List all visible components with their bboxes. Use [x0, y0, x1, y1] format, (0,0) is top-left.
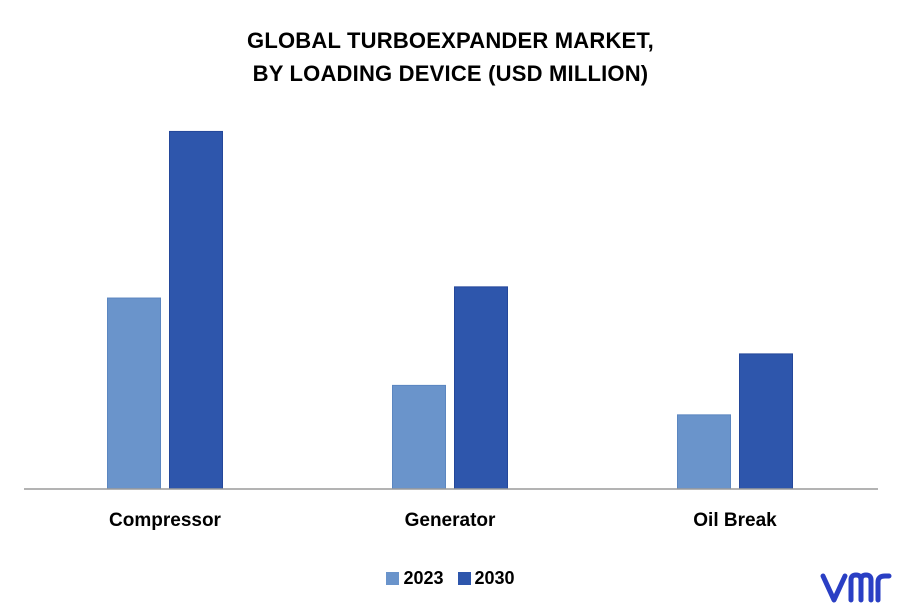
- chart-title-line-2: BY LOADING DEVICE (USD MILLION): [252, 61, 649, 86]
- legend-item-2030: 2030: [457, 568, 515, 589]
- vmr-logo-icon: [820, 572, 892, 603]
- legend-swatch-2023: [386, 572, 400, 585]
- chart-title-line-1: GLOBAL TURBOEXPANDER MARKET,: [247, 28, 654, 53]
- bar-oil-break-2030: [739, 353, 793, 490]
- category-label-generator: Generator: [405, 510, 496, 531]
- legend-label-2023: 2023: [403, 568, 444, 588]
- bar-compressor-2023: [107, 297, 161, 490]
- category-label-compressor: Compressor: [109, 510, 222, 531]
- bar-generator-2023: [392, 384, 446, 490]
- legend: 2023 2030: [0, 568, 901, 589]
- legend-label-2030: 2030: [474, 568, 515, 588]
- bars-layer: [107, 130, 793, 490]
- category-label-oil-break: Oil Break: [693, 510, 777, 531]
- legend-swatch-2030: [457, 572, 471, 585]
- bar-generator-2030: [454, 286, 508, 490]
- legend-item-2023: 2023: [386, 568, 444, 589]
- bar-oil-break-2023: [677, 414, 731, 490]
- bar-compressor-2030: [169, 130, 223, 490]
- category-labels-layer: Compressor Generator Oil Break: [109, 510, 777, 531]
- chart-title: GLOBAL TURBOEXPANDER MARKET, BY LOADING …: [0, 24, 901, 90]
